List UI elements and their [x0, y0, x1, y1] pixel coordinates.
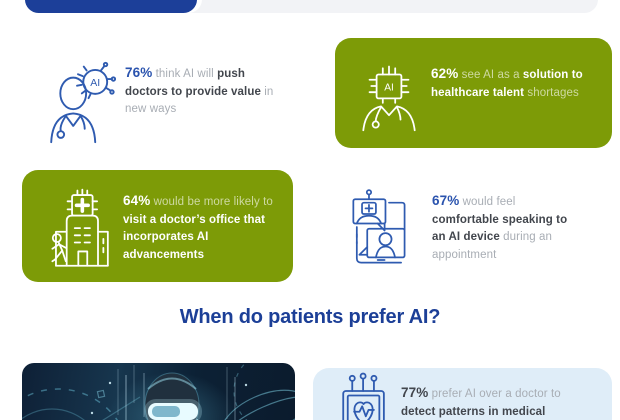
text-segment: in new ways: [125, 85, 274, 116]
section-heading: When do patients prefer AI?: [179, 306, 441, 328]
text-segment: think AI will: [152, 68, 218, 80]
surgeon-ai-photo: [22, 363, 295, 420]
progress-bar-track: [25, 0, 598, 13]
stat-card-64: 64% would be more likely to visit a doct…: [22, 170, 293, 282]
progress-bar-fill: [25, 0, 197, 13]
text-segment: 62%: [431, 66, 459, 81]
telehealth-screens-icon: [349, 186, 415, 268]
doctor-ai-gear-icon: AI: [40, 58, 116, 146]
stat-card-62: AI 62% see AI as a solution to healthcar…: [335, 38, 612, 148]
text-segment: solution to healthcare talent: [431, 69, 583, 99]
text-segment: visit a doctor’s office that incorporate…: [123, 213, 266, 261]
text-segment: 77%: [401, 385, 429, 400]
ai-chip-doctor-icon: AI: [358, 61, 420, 134]
text-segment: shortages: [524, 86, 579, 99]
stat-card-77: 77% prefer AI over a doctor to detect pa…: [313, 368, 612, 420]
stat-text: 67% would feel comfortable speaking to a…: [432, 192, 582, 264]
ai-label: AI: [384, 82, 394, 93]
text-segment: 76%: [125, 65, 153, 80]
text-segment: would feel: [459, 196, 516, 208]
text-segment: comfortable speaking to an AI device: [432, 213, 568, 244]
stat-block-76: AI 76% think AI will push doctors to pro…: [40, 56, 310, 152]
stat-text: 64% would be more likely to visit a doct…: [123, 192, 277, 264]
ai-label: AI: [90, 77, 100, 89]
text-segment: push doctors to provide value: [125, 68, 261, 98]
heart-monitor-icon: [335, 372, 393, 420]
stat-text: 76% think AI will push doctors to provid…: [125, 64, 277, 119]
text-segment: during an appointment: [432, 231, 553, 261]
text-segment: 64%: [123, 193, 151, 208]
text-segment: prefer AI over a doctor to: [428, 388, 561, 400]
stat-text: 77% prefer AI over a doctor to detect pa…: [401, 384, 583, 420]
text-segment: detect patterns in medical: [401, 405, 546, 418]
hospital-ai-icon: [45, 187, 117, 272]
text-segment: would be more likely to: [150, 196, 273, 208]
stat-text: 62% see AI as a solution to healthcare t…: [431, 65, 603, 102]
text-segment: 67%: [432, 193, 460, 208]
text-segment: see AI as a: [458, 69, 523, 81]
stat-block-67: 67% would feel comfortable speaking to a…: [345, 182, 612, 286]
